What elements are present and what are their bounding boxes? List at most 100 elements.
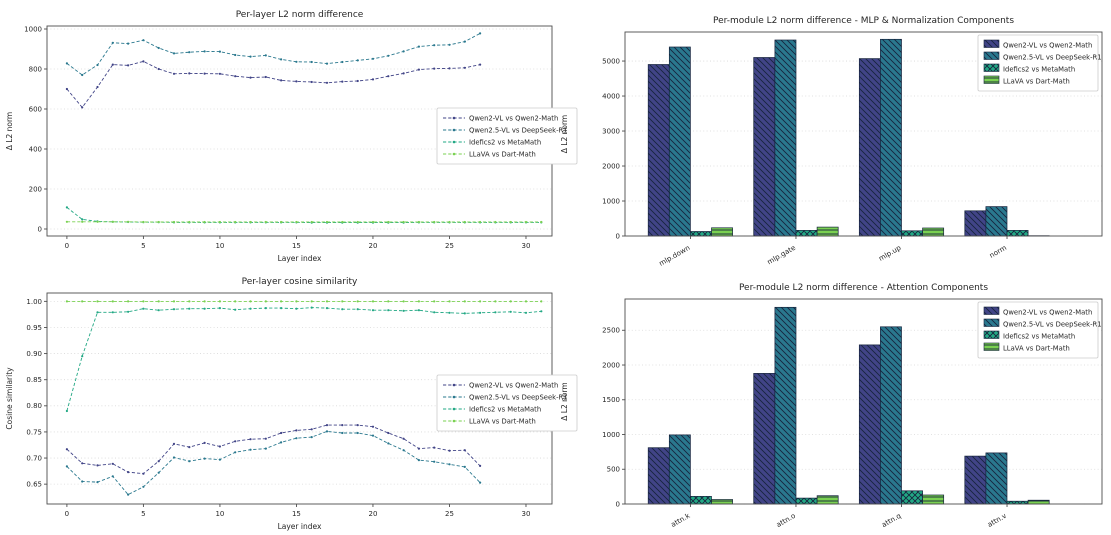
data-point: [188, 220, 191, 224]
legend-box: [436, 374, 578, 432]
data-point: [448, 300, 451, 303]
data-point: [234, 75, 237, 78]
data-point: [264, 75, 267, 79]
legend-label: Idefics2 vs MetaMath: [469, 138, 541, 146]
data-point: [218, 72, 221, 75]
x-tick-label: 30: [522, 510, 531, 518]
bar-hatch: [817, 495, 839, 504]
bar-hatch: [648, 447, 670, 504]
bar-hatch: [669, 434, 691, 504]
bar-hatch: [711, 227, 733, 236]
chart-per-module-mlp-norm: 0 1000 2000 3000 4000 5000 mlp.down mlp.gate mlp…: [560, 16, 1103, 268]
data-point: [65, 300, 68, 303]
y-tick-label: 2000: [602, 162, 620, 170]
x-tick-label: mlp.gate: [766, 244, 797, 267]
data-point: [280, 441, 283, 444]
data-point: [142, 472, 145, 475]
data-point: [417, 68, 420, 71]
legend-swatch-hatch: [984, 52, 999, 60]
x-tick-label: norm: [988, 244, 1008, 260]
y-tick-label: 1.00: [26, 298, 42, 306]
legend-label: Idefics2 vs MetaMath: [469, 405, 541, 413]
x-tick-label: 0: [65, 510, 69, 518]
data-point: [295, 429, 298, 432]
legend-label: Qwen2-VL vs Qwen2-Math: [1003, 41, 1092, 49]
data-point: [341, 300, 344, 303]
data-point: [234, 308, 237, 311]
x-tick-label: 25: [445, 510, 454, 518]
data-point: [463, 312, 466, 315]
data-point: [402, 50, 405, 53]
data-point: [295, 60, 298, 63]
data-point: [325, 424, 329, 427]
data-point: [188, 460, 191, 463]
x-tick-label: mlp.down: [658, 244, 692, 268]
bar-hatch: [901, 230, 923, 236]
data-point: [463, 40, 466, 43]
data-point: [325, 81, 329, 84]
bar-hatch: [690, 496, 712, 504]
data-point: [172, 456, 176, 459]
data-point: [142, 39, 145, 42]
y-tick-label: 0.65: [26, 481, 42, 489]
data-point: [295, 307, 298, 310]
data-point: [402, 449, 405, 452]
data-point: [479, 311, 482, 314]
data-point: [524, 220, 528, 224]
bar-hatch: [1028, 500, 1050, 504]
data-point: [402, 309, 405, 312]
legend-marker: [452, 395, 456, 399]
data-point: [172, 300, 176, 303]
data-point: [371, 78, 375, 81]
data-point: [142, 220, 145, 224]
data-point: [310, 428, 313, 431]
legend-label: Qwen2-VL vs Qwen2-Math: [469, 381, 558, 389]
bar-hatch: [859, 344, 881, 504]
data-point: [264, 54, 267, 57]
data-point: [387, 54, 390, 57]
legend: Qwen2-VL vs Qwen2-Math Qwen2.5-VL vs Deep…: [436, 374, 578, 432]
chart-per-module-attention: 0 500 1000 1500 2000 2500 attn.k attn.o attn.q at…: [560, 283, 1103, 529]
legend-swatch-hatch: [984, 40, 999, 48]
data-point: [433, 446, 436, 449]
data-point: [203, 72, 206, 75]
data-point: [479, 63, 482, 66]
chart-per-layer-cosine: 0.65 0.70 0.75 0.80 0.85 0.90 0.95 1.00 0 5 10 15 20…: [5, 277, 578, 531]
series-line-3: [66, 307, 542, 412]
data-point: [341, 424, 344, 427]
series-line-2: [66, 430, 481, 496]
x-tick-label: 10: [215, 510, 224, 518]
bar-hatch: [711, 499, 733, 504]
y-axis-label: Δ L2 norm: [560, 115, 569, 153]
y-tick-label: 0: [38, 225, 42, 233]
data-point: [356, 220, 359, 224]
panel-per-module-attention: 0 500 1000 1500 2000 2500 attn.k attn.o attn.q at…: [555, 267, 1111, 535]
data-point: [188, 72, 191, 75]
bar-hatch: [901, 490, 923, 504]
legend-swatch-hatch: [984, 307, 999, 315]
bar-hatch: [964, 210, 986, 236]
y-tick-label: 200: [29, 185, 42, 193]
legend: Qwen2-VL vs Qwen2-Math Qwen2.5-VL vs Deep…: [977, 301, 1102, 359]
legend: Qwen2-VL vs Qwen2-Math Qwen2.5-VL vs Deep…: [436, 107, 578, 165]
data-point: [479, 464, 482, 467]
data-point: [509, 310, 512, 313]
bar-hatch: [922, 495, 944, 504]
data-point: [280, 300, 283, 303]
data-point: [188, 307, 191, 310]
bar-hatch: [985, 452, 1007, 504]
y-tick-label: 600: [29, 105, 42, 113]
y-tick-label: 4000: [602, 92, 620, 100]
legend-marker: [452, 419, 456, 423]
legend-marker: [452, 128, 456, 132]
data-point: [249, 220, 252, 224]
data-point: [111, 220, 114, 223]
data-point: [387, 220, 390, 224]
legend-label: LLaVA vs Dart-Math: [1003, 77, 1070, 85]
data-point: [325, 307, 329, 310]
legend-swatch-hatch: [984, 64, 999, 72]
legend-marker: [452, 383, 456, 387]
data-point: [479, 220, 482, 224]
data-point: [540, 310, 543, 313]
